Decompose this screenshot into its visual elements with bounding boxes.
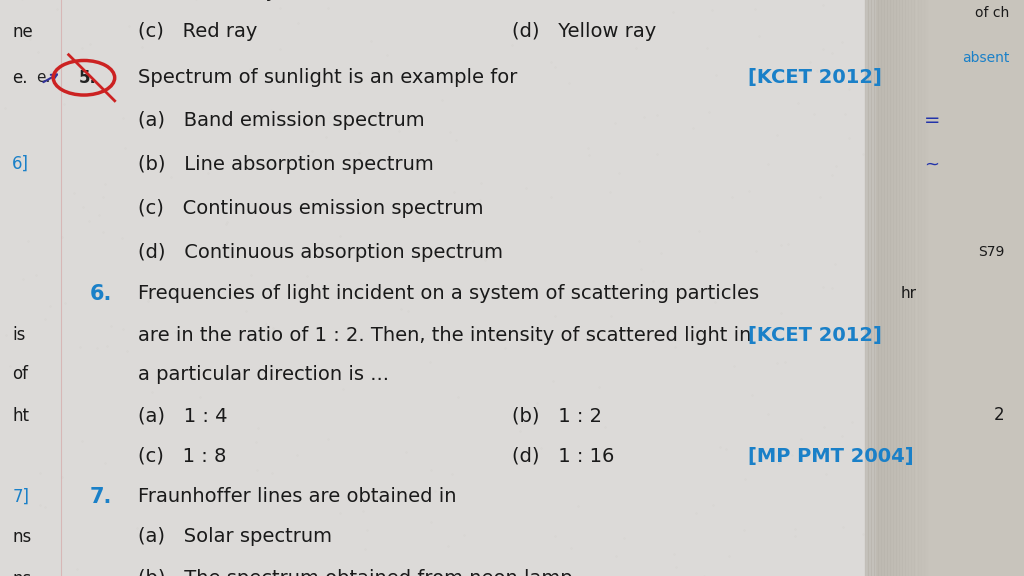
Text: (a)   Violet ray: (a) Violet ray <box>138 0 278 1</box>
Text: (d)   Yellow ray: (d) Yellow ray <box>512 22 656 41</box>
Text: [KCET 2012]: [KCET 2012] <box>748 326 882 344</box>
Text: absent: absent <box>963 51 1010 65</box>
Bar <box>908 0 911 576</box>
Text: =: = <box>924 112 940 130</box>
Text: (d)   Continuous absorption spectrum: (d) Continuous absorption spectrum <box>138 243 503 262</box>
Text: 7]: 7] <box>12 487 30 506</box>
Text: ns: ns <box>12 528 32 546</box>
Text: ne: ne <box>12 22 33 41</box>
Bar <box>876 0 1024 576</box>
Text: a particular direction is ...: a particular direction is ... <box>138 365 389 384</box>
Text: 6.: 6. <box>90 284 113 304</box>
Bar <box>918 0 921 576</box>
Text: S79: S79 <box>978 245 1005 259</box>
Bar <box>896 0 899 576</box>
Bar <box>893 0 896 576</box>
Text: 2: 2 <box>993 406 1004 424</box>
Text: are in the ratio of 1 : 2. Then, the intensity of scattered light in: are in the ratio of 1 : 2. Then, the int… <box>138 326 752 344</box>
Text: hr: hr <box>901 286 918 301</box>
Text: e.: e. <box>12 69 28 87</box>
Text: 7.: 7. <box>90 487 113 506</box>
Text: (c)   Red ray: (c) Red ray <box>138 22 258 41</box>
Bar <box>890 0 893 576</box>
Bar <box>902 0 905 576</box>
Text: [MP PMT 2004]: [MP PMT 2004] <box>748 447 913 465</box>
Bar <box>871 0 874 576</box>
Text: [KCET 2012]: [KCET 2012] <box>748 69 882 87</box>
Bar <box>887 0 890 576</box>
Text: Frequencies of light incident on a system of scattering particles: Frequencies of light incident on a syste… <box>138 285 760 303</box>
Text: of ch: of ch <box>975 6 1009 20</box>
Bar <box>905 0 908 576</box>
Text: (a)   1 : 4: (a) 1 : 4 <box>138 407 227 425</box>
Text: 5.: 5. <box>79 69 97 87</box>
Text: e.: e. <box>36 70 50 85</box>
Text: ns: ns <box>12 570 32 576</box>
Text: Spectrum of sunlight is an example for: Spectrum of sunlight is an example for <box>138 69 517 87</box>
Bar <box>921 0 924 576</box>
Text: (a)   Solar spectrum: (a) Solar spectrum <box>138 528 332 546</box>
Bar <box>899 0 902 576</box>
Text: ht: ht <box>12 407 30 425</box>
Text: of: of <box>12 365 29 384</box>
Text: (d)   1 : 16: (d) 1 : 16 <box>512 447 614 465</box>
Bar <box>884 0 887 576</box>
Text: (b)   The spectrum obtained from neon lamp: (b) The spectrum obtained from neon lamp <box>138 570 572 576</box>
Text: Fraunhoffer lines are obtained in: Fraunhoffer lines are obtained in <box>138 487 457 506</box>
Bar <box>865 0 868 576</box>
Bar <box>868 0 871 576</box>
Text: (a)   Band emission spectrum: (a) Band emission spectrum <box>138 112 425 130</box>
Bar <box>911 0 914 576</box>
Bar <box>914 0 918 576</box>
Text: (b)   Line absorption spectrum: (b) Line absorption spectrum <box>138 155 434 173</box>
Bar <box>878 0 881 576</box>
Bar <box>874 0 878 576</box>
Text: 6]: 6] <box>12 155 30 173</box>
Text: is: is <box>12 326 26 344</box>
Text: ~: ~ <box>925 155 939 173</box>
Text: (b)   1 : 2: (b) 1 : 2 <box>512 407 602 425</box>
Bar <box>881 0 884 576</box>
Text: (c)   1 : 8: (c) 1 : 8 <box>138 447 226 465</box>
Text: (c)   Continuous emission spectrum: (c) Continuous emission spectrum <box>138 199 483 218</box>
Bar <box>924 0 927 576</box>
